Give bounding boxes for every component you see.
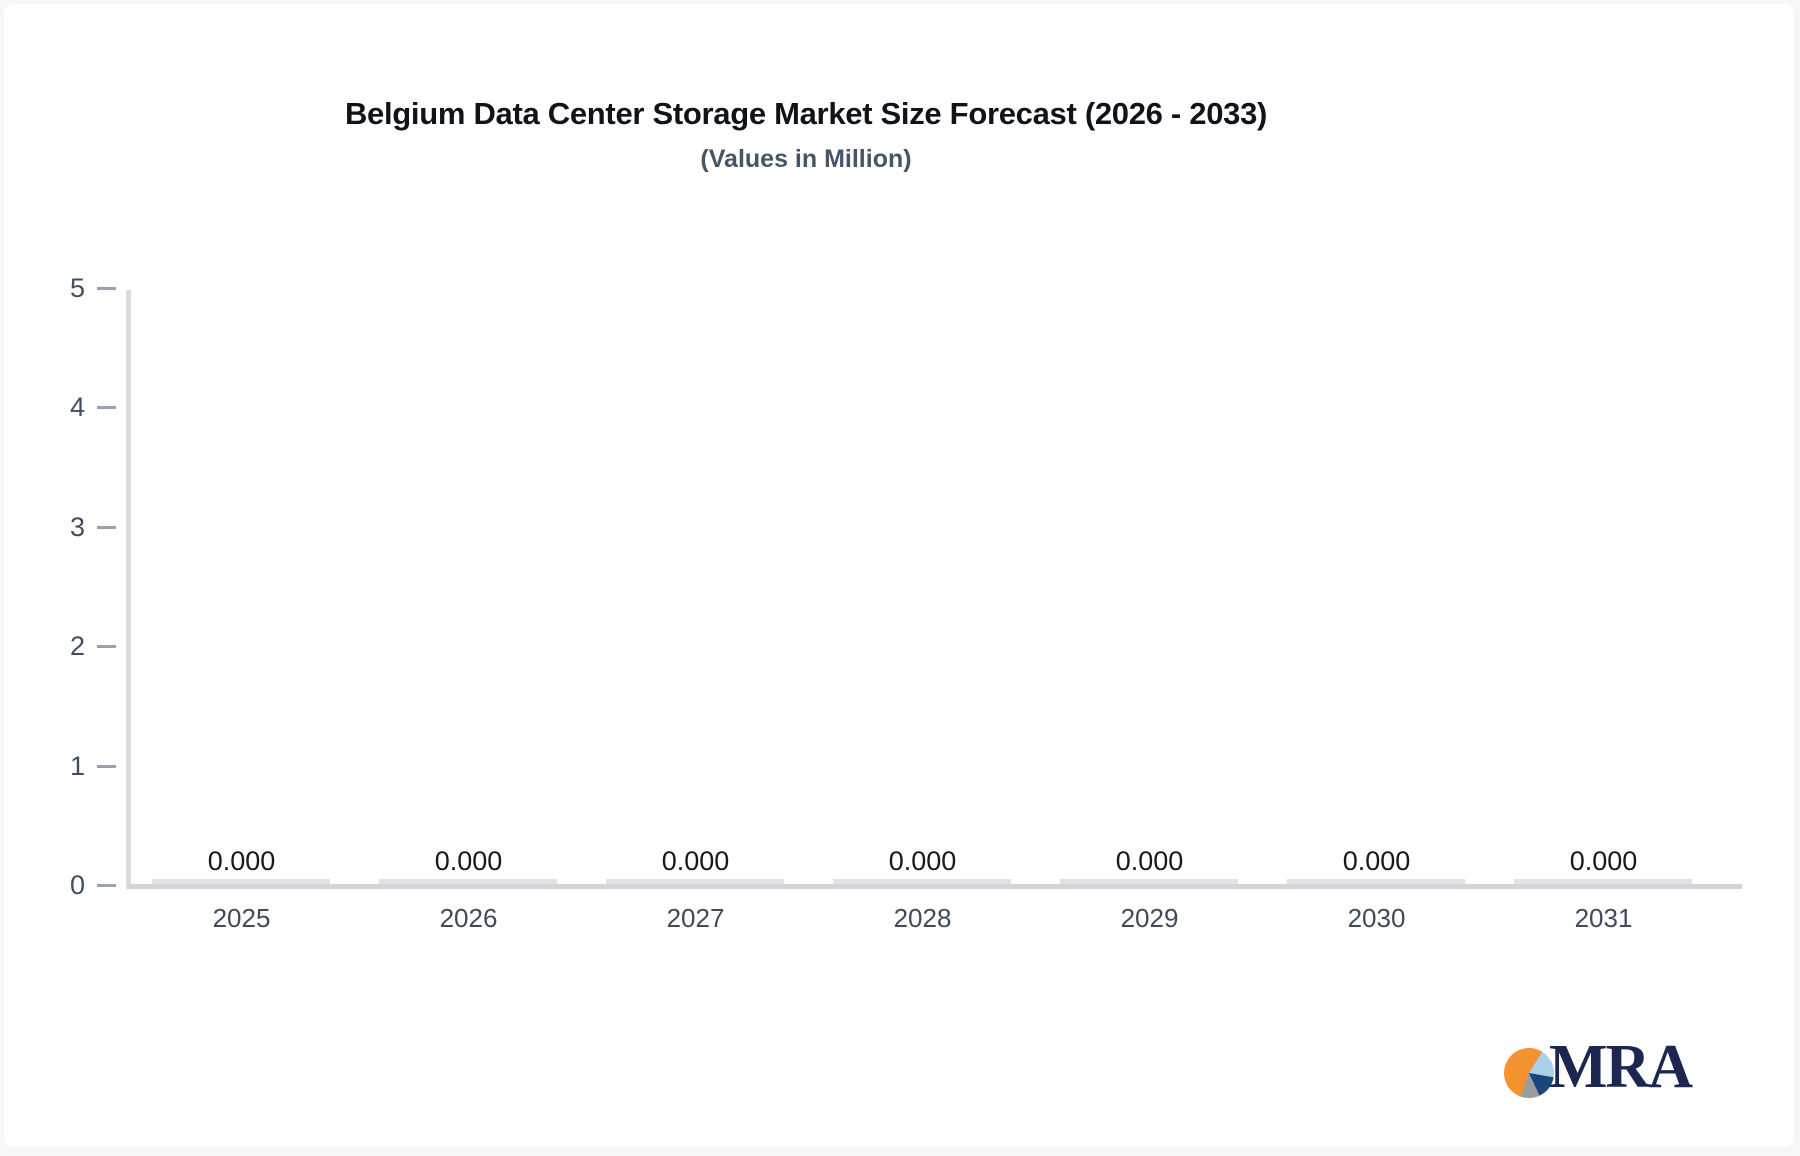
x-axis-category-label: 2030 xyxy=(1347,903,1406,933)
bar[interactable] xyxy=(379,879,557,884)
bar-group-2025: 0.000 2025 xyxy=(128,0,355,1156)
x-axis-line xyxy=(128,884,1742,889)
bar-group-2030: 0.000 2030 xyxy=(1263,0,1490,1156)
y-axis-tick-label: 5 xyxy=(69,273,85,303)
bar[interactable] xyxy=(606,879,784,884)
bar[interactable] xyxy=(152,879,330,884)
y-axis-tick-mark xyxy=(97,645,116,648)
bar-group-2029: 0.000 2029 xyxy=(1036,0,1263,1156)
bar-group-2026: 0.000 2026 xyxy=(355,0,582,1156)
bar-value-label: 0.000 xyxy=(207,846,276,876)
bar-value-label: 0.000 xyxy=(661,846,730,876)
chart-subtitle: (Values in Million) xyxy=(700,145,912,173)
bar[interactable] xyxy=(1514,879,1692,884)
y-axis-tick-mark xyxy=(97,526,116,529)
bar-value-label: 0.000 xyxy=(1342,846,1411,876)
y-axis-line xyxy=(126,290,131,889)
bar-value-label: 0.000 xyxy=(1569,846,1638,876)
bar-group-2031: 0.000 2031 xyxy=(1490,0,1717,1156)
pie-chart-logo-icon xyxy=(1504,1048,1554,1098)
bar[interactable] xyxy=(833,879,1011,884)
bar-group-2028: 0.000 2028 xyxy=(809,0,1036,1156)
y-axis-tick-label: 2 xyxy=(69,631,85,661)
x-axis-category-label: 2028 xyxy=(893,903,952,933)
mra-logo: MRA xyxy=(1504,1030,1693,1104)
y-axis-tick-mark xyxy=(97,765,116,768)
y-axis-tick-mark xyxy=(97,406,116,409)
y-axis-tick-label: 0 xyxy=(69,870,85,900)
bar[interactable] xyxy=(1287,879,1465,884)
y-axis-tick-label: 4 xyxy=(69,392,85,422)
x-axis-category-label: 2031 xyxy=(1574,903,1633,933)
x-axis-category-label: 2029 xyxy=(1120,903,1179,933)
x-axis-category-label: 2027 xyxy=(666,903,725,933)
y-axis-tick-label: 1 xyxy=(69,751,85,781)
chart-header: Belgium Data Center Storage Market Size … xyxy=(0,94,1612,175)
mra-logo-text: MRA xyxy=(1549,1033,1693,1101)
bar[interactable] xyxy=(1060,879,1238,884)
y-axis-tick-label: 3 xyxy=(69,512,85,542)
x-axis-category-label: 2025 xyxy=(212,903,271,933)
bar-group-2027: 0.000 2027 xyxy=(582,0,809,1156)
chart-card xyxy=(4,4,1794,1147)
bar-value-label: 0.000 xyxy=(1115,846,1184,876)
bar-value-label: 0.000 xyxy=(434,846,503,876)
x-axis-category-label: 2026 xyxy=(439,903,498,933)
y-axis-tick-mark xyxy=(97,884,116,887)
bar-value-label: 0.000 xyxy=(888,846,957,876)
y-axis-tick-mark xyxy=(97,287,116,290)
chart-title: Belgium Data Center Storage Market Size … xyxy=(344,96,1268,131)
